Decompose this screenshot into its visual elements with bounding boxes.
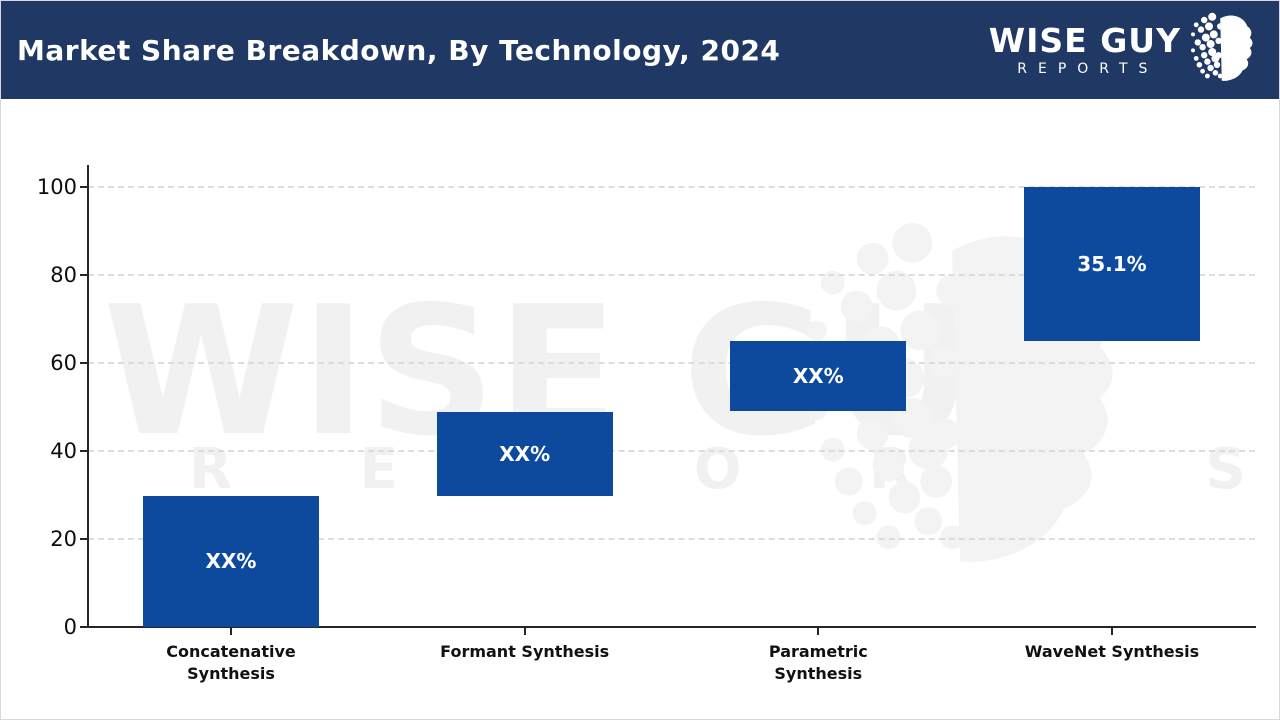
header-bar: Market Share Breakdown, By Technology, 2… bbox=[1, 1, 1279, 99]
brand-logo: WISE GUY REPORTS bbox=[989, 11, 1265, 89]
y-tick-label: 0 bbox=[63, 615, 77, 639]
x-tick-mark bbox=[817, 628, 820, 635]
bar-value-label: XX% bbox=[792, 364, 844, 389]
y-tick-label: 40 bbox=[50, 439, 77, 463]
bar-2: XX% bbox=[436, 411, 613, 496]
y-tick-mark bbox=[80, 450, 88, 452]
x-tick-mark bbox=[523, 628, 526, 635]
bar-3: XX% bbox=[730, 341, 907, 411]
x-tick-mark bbox=[1111, 628, 1113, 635]
page-title: Market Share Breakdown, By Technology, 2… bbox=[17, 33, 781, 67]
grid-line-y-20 bbox=[88, 538, 1255, 540]
y-tick-label: 20 bbox=[50, 527, 77, 551]
grid-line-y-100 bbox=[88, 186, 1255, 188]
brand-logo-text: WISE GUY REPORTS bbox=[989, 24, 1181, 76]
y-tick-mark bbox=[80, 362, 88, 364]
x-tick-label: Concatenative Synthesis bbox=[166, 642, 296, 683]
dotted-head-profile-icon bbox=[1185, 11, 1265, 89]
bar-4: 35.1% bbox=[1024, 187, 1200, 342]
bar-value-label: XX% bbox=[499, 441, 551, 466]
y-tick-mark bbox=[80, 186, 88, 188]
bar-value-label: 35.1% bbox=[1077, 252, 1147, 277]
grid-line-y-60 bbox=[88, 362, 1255, 364]
y-axis-line bbox=[87, 165, 89, 628]
y-tick-mark bbox=[80, 626, 88, 628]
y-tick-label: 60 bbox=[50, 351, 77, 375]
bar-value-label: XX% bbox=[205, 549, 257, 574]
x-tick-mark bbox=[230, 628, 232, 635]
brand-subtitle: REPORTS bbox=[1017, 61, 1159, 77]
bar-1: XX% bbox=[143, 495, 319, 627]
x-axis-line bbox=[87, 626, 1256, 628]
grid-line-y-80 bbox=[88, 274, 1255, 276]
grid-line-y-40 bbox=[88, 450, 1255, 452]
y-tick-mark bbox=[80, 274, 88, 276]
x-tick-label: Formant Synthesis bbox=[440, 642, 610, 661]
brand-name: WISE GUY bbox=[988, 21, 1181, 60]
x-tick-label: WaveNet Synthesis bbox=[1024, 642, 1200, 661]
x-tick-label: Parametric Synthesis bbox=[768, 642, 868, 683]
y-tick-label: 80 bbox=[50, 263, 77, 287]
y-tick-label: 100 bbox=[36, 175, 77, 199]
y-tick-mark bbox=[80, 538, 88, 540]
